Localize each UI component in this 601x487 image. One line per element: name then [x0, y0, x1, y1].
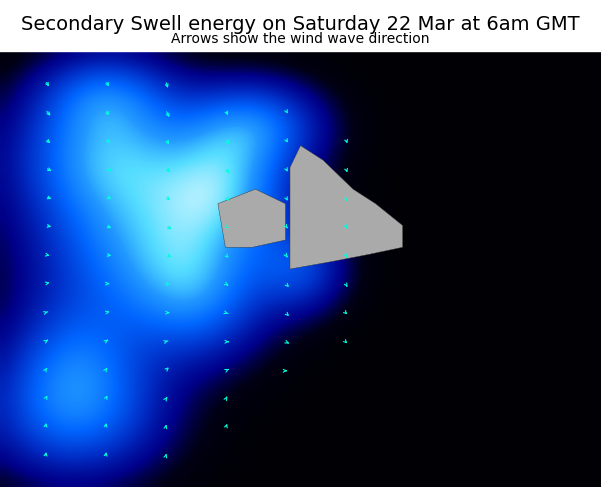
Text: Secondary Swell energy on Saturday 22 Mar at 6am GMT: Secondary Swell energy on Saturday 22 Ma… [21, 15, 580, 34]
Text: Arrows show the wind wave direction: Arrows show the wind wave direction [171, 32, 430, 46]
Polygon shape [290, 146, 403, 269]
Polygon shape [218, 189, 285, 247]
